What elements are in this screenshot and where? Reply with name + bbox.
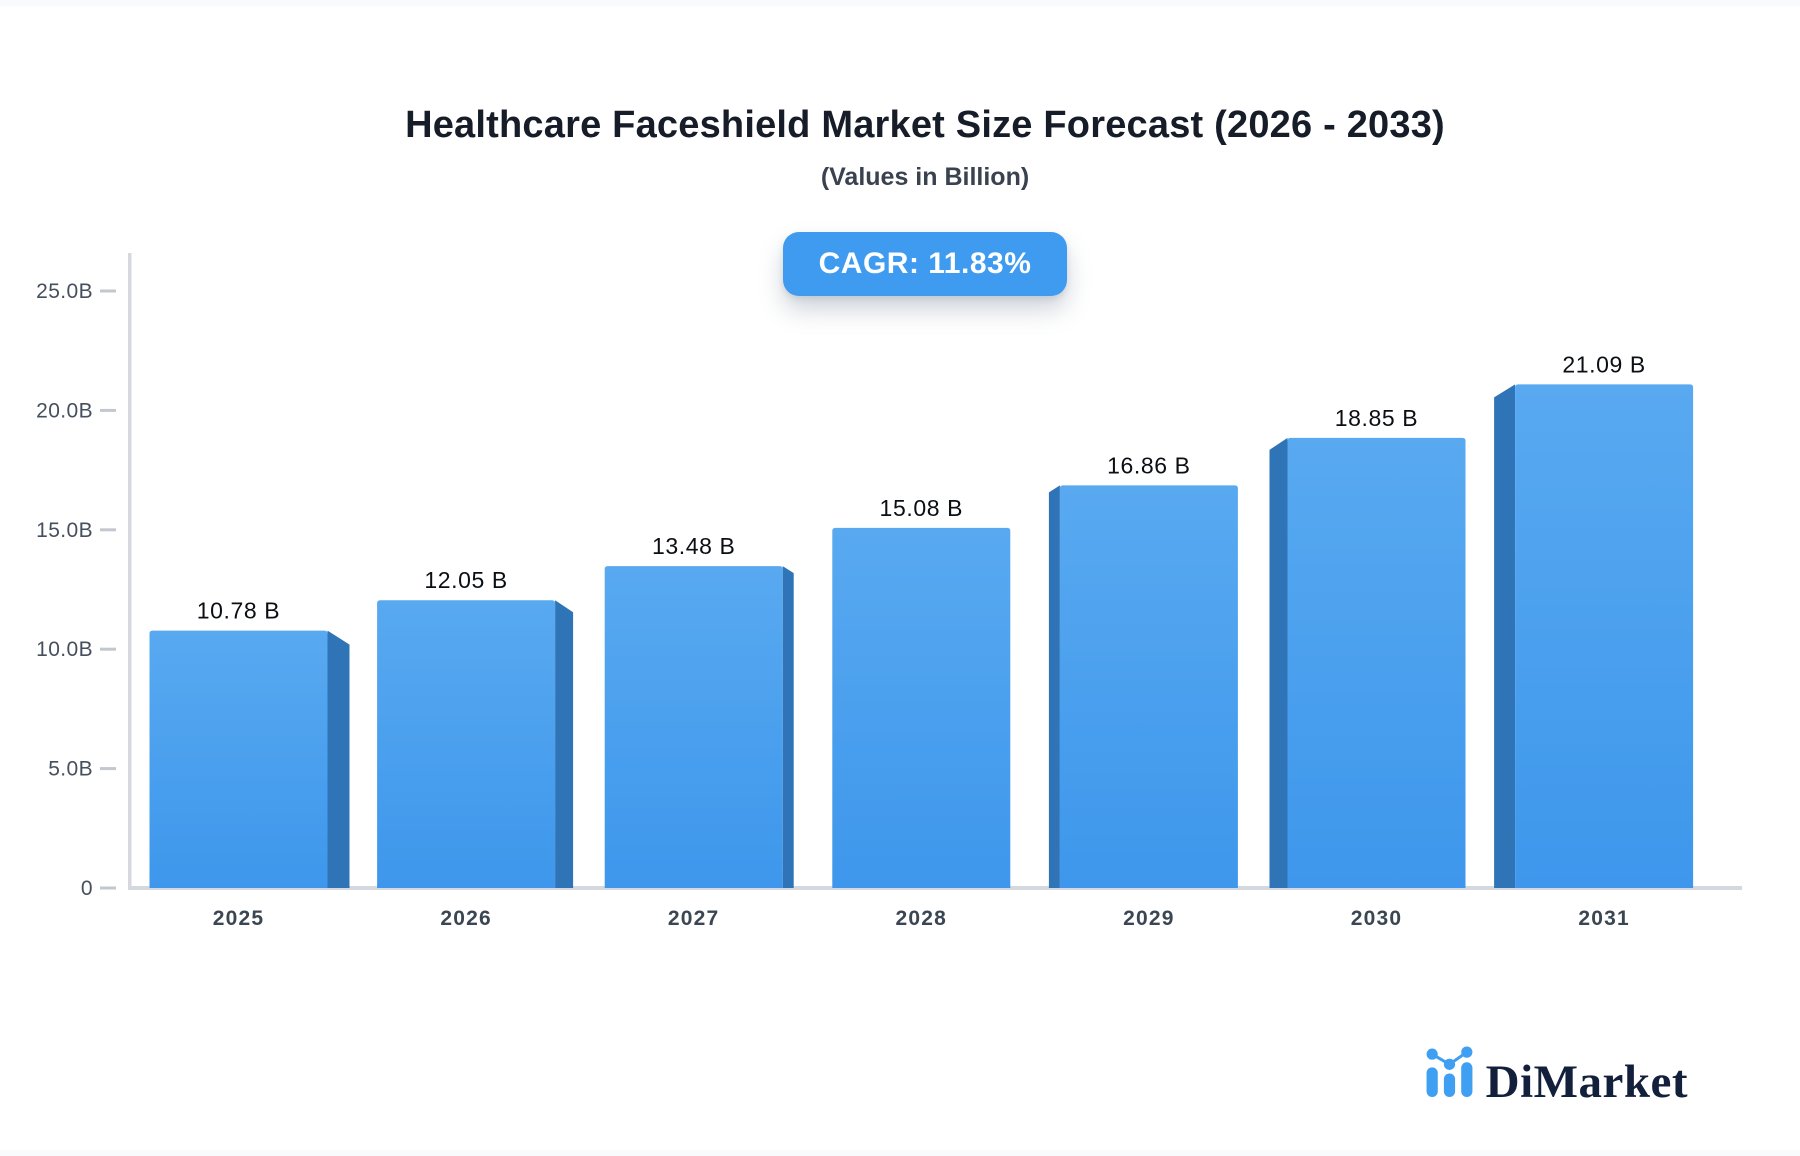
y-tick-label: 10.0B [36,638,93,661]
logo-dot [1460,1046,1473,1058]
bar-front-face[interactable] [377,600,556,888]
chart-header: Healthcare Faceshield Market Size Foreca… [325,0,1525,296]
bar-group-2027[interactable]: 13.48 B 2027 [604,533,794,930]
y-axis-line [128,253,132,890]
bar-group-2028[interactable]: 15.08 B 2028 [832,495,1011,930]
bar-front-face[interactable] [149,630,328,888]
y-tick-label: 0 [81,877,93,900]
bar-value-label: 10.78 B [197,598,281,624]
bar-value-label: 18.85 B [1335,405,1419,431]
logo-dot [1443,1058,1455,1070]
dimarket-logo: DiMarket [1426,1046,1688,1106]
bar-group-2029[interactable]: 16.86 B 2029 [1048,452,1238,930]
bar-value-label: 15.08 B [880,495,964,521]
bar-group-2030[interactable]: 18.85 B 2030 [1269,405,1466,930]
bar-value-label: 12.05 B [424,567,508,593]
y-tick-mark [100,289,116,293]
bar-value-label: 16.86 B [1107,452,1191,478]
bar-front-face[interactable] [1059,485,1238,888]
logo-bar [1460,1062,1473,1097]
bar-front-face[interactable] [1515,384,1694,888]
y-tick-mark [100,886,116,890]
x-tick-label: 2031 [1578,907,1630,930]
bar-group-2025[interactable]: 10.78 B 2025 [149,598,350,930]
x-tick-label: 2028 [896,907,948,930]
page-top-edge [0,0,1800,6]
x-tick-label: 2029 [1123,907,1175,930]
cagr-badge: CAGR: 11.83% [782,232,1068,296]
bar-side-face [1494,384,1516,888]
y-tick-label: 20.0B [36,399,93,422]
chart-title: Healthcare Faceshield Market Size Foreca… [405,104,1445,146]
bar-front-face[interactable] [604,566,783,888]
logo-text: DiMarket [1485,1056,1688,1108]
bar-value-label: 13.48 B [652,533,736,559]
y-tick-mark [100,767,116,771]
logo-bar [1443,1073,1455,1097]
bar-side-face [555,600,574,888]
logo-bar [1426,1067,1438,1097]
chart-subtitle: (Values in Billion) [820,163,1030,191]
x-tick-label: 2026 [440,907,492,930]
cagr-badge-row: CAGR: 11.83% [325,232,1525,296]
y-tick-mark [100,528,116,532]
x-tick-label: 2025 [213,907,265,930]
page-bottom-edge [0,1150,1800,1156]
y-tick-label: 15.0B [36,519,93,542]
bar-front-face[interactable] [1287,437,1466,888]
y-tick-label: 25.0B [36,280,93,303]
bar-group-2031[interactable]: 21.09 B 2031 [1494,351,1694,930]
x-tick-label: 2027 [668,907,720,930]
bar-side-face [1048,485,1060,888]
bar-front-face[interactable] [832,527,1011,888]
bar-side-face [327,630,350,888]
bar-group-2026[interactable]: 12.05 B 2026 [377,567,574,930]
y-tick-mark [100,408,116,412]
bar-line-chart-icon [1426,1046,1473,1097]
logo-dot [1426,1048,1438,1060]
bar-side-face [1269,437,1288,888]
bar-value-label: 21.09 B [1562,351,1646,377]
x-tick-label: 2030 [1351,907,1403,930]
y-tick-label: 5.0B [48,758,93,781]
bar-side-face [782,566,794,888]
y-tick-mark [100,647,116,651]
